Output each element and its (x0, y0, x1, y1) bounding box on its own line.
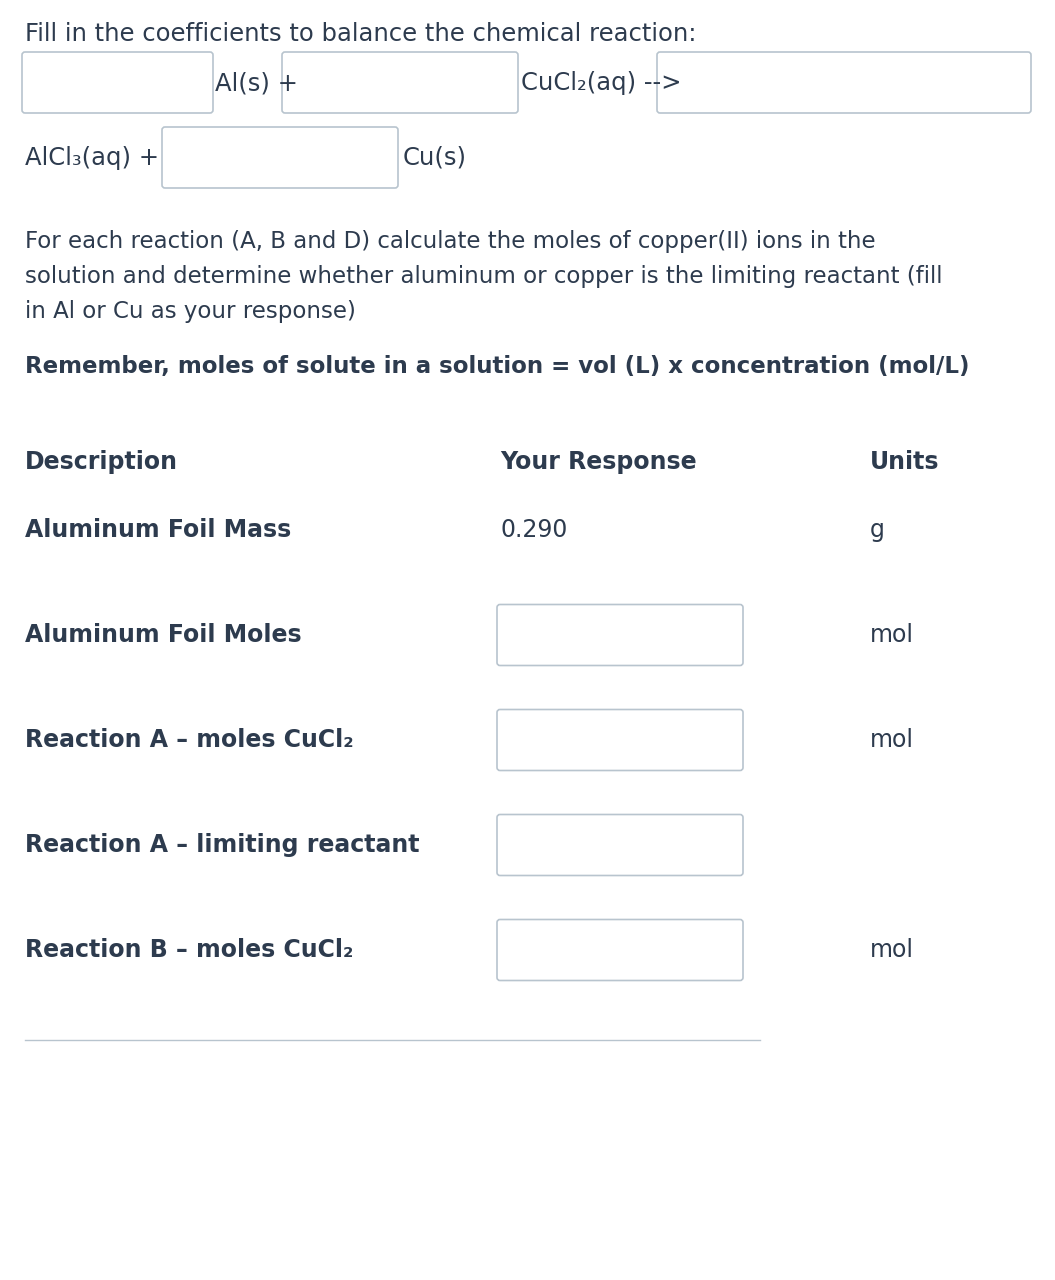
Text: Al(s) +: Al(s) + (215, 70, 298, 95)
Text: Reaction A – moles CuCl₂: Reaction A – moles CuCl₂ (25, 728, 353, 751)
Text: Reaction A – limiting reactant: Reaction A – limiting reactant (25, 833, 420, 858)
Text: Units: Units (870, 451, 940, 474)
FancyBboxPatch shape (162, 127, 398, 188)
Text: in Al or Cu as your response): in Al or Cu as your response) (25, 300, 356, 323)
Text: mol: mol (870, 938, 914, 963)
FancyBboxPatch shape (22, 52, 213, 113)
Text: Description: Description (25, 451, 178, 474)
Text: g: g (870, 518, 885, 541)
Text: Fill in the coefficients to balance the chemical reaction:: Fill in the coefficients to balance the … (25, 22, 696, 46)
Text: Your Response: Your Response (500, 451, 696, 474)
FancyBboxPatch shape (497, 604, 743, 666)
FancyBboxPatch shape (497, 814, 743, 876)
Text: Remember, moles of solute in a solution = vol (L) x concentration (mol/L): Remember, moles of solute in a solution … (25, 355, 970, 378)
Text: Reaction B – moles CuCl₂: Reaction B – moles CuCl₂ (25, 938, 353, 963)
FancyBboxPatch shape (497, 709, 743, 771)
Text: Cu(s): Cu(s) (403, 146, 467, 170)
Text: solution and determine whether aluminum or copper is the limiting reactant (fill: solution and determine whether aluminum … (25, 265, 942, 288)
Text: For each reaction (A, B and D) calculate the moles of copper(II) ions in the: For each reaction (A, B and D) calculate… (25, 230, 876, 253)
Text: Aluminum Foil Moles: Aluminum Foil Moles (25, 623, 302, 646)
Text: Aluminum Foil Mass: Aluminum Foil Mass (25, 518, 291, 541)
Text: mol: mol (870, 728, 914, 751)
Text: 0.290: 0.290 (500, 518, 568, 541)
FancyBboxPatch shape (497, 919, 743, 980)
FancyBboxPatch shape (657, 52, 1031, 113)
Text: AlCl₃(aq) +: AlCl₃(aq) + (25, 146, 159, 170)
Text: CuCl₂(aq) -->: CuCl₂(aq) --> (521, 70, 682, 95)
Text: mol: mol (870, 623, 914, 646)
FancyBboxPatch shape (282, 52, 518, 113)
